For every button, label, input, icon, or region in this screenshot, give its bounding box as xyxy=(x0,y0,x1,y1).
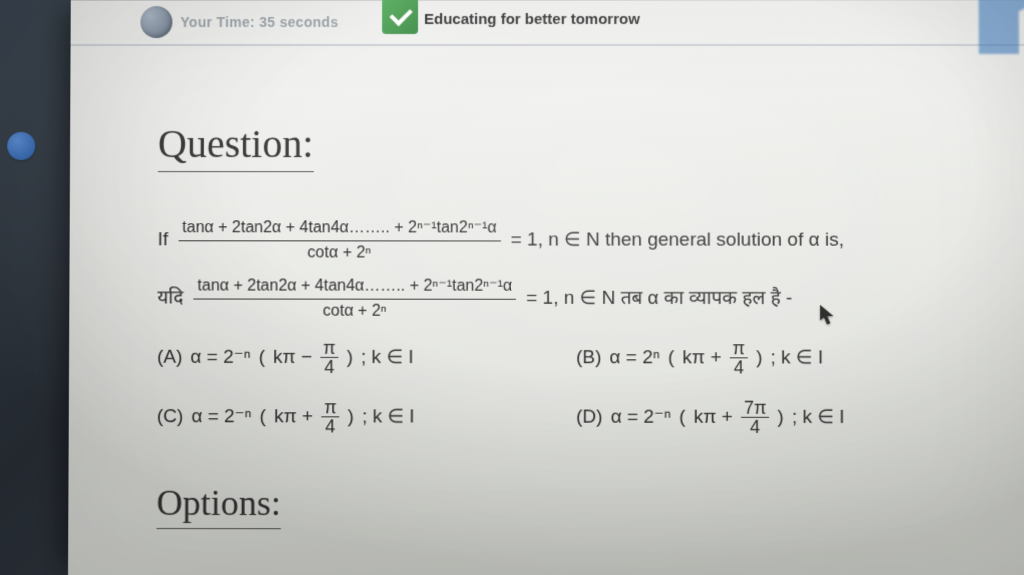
stem-tail-en: = 1, n ∈ N then general solution of α is… xyxy=(511,228,844,254)
choice-b-pre: α = 2ⁿ xyxy=(610,347,660,369)
choice-a-pre: α = 2⁻ⁿ xyxy=(190,346,250,369)
stem-line-hi: यदि tanα + 2tan2α + 4tan4α…….. + 2ⁿ⁻¹tan… xyxy=(157,275,935,324)
frac-den: cotα + 2ⁿ xyxy=(303,241,375,265)
choice-b[interactable]: (B) α = 2ⁿ ( kπ + π 4 ) ; k ∈ I xyxy=(576,339,936,377)
choice-c-post: ; k ∈ I xyxy=(362,406,415,429)
choice-c-inner: kπ + xyxy=(274,406,313,428)
stem-line-en: If tanα + 2tan2α + 4tan4α…….. + 2ⁿ⁻¹tan2… xyxy=(157,216,935,265)
question-stem: If tanα + 2tan2α + 4tan4α…….. + 2ⁿ⁻¹tan2… xyxy=(157,216,935,323)
frac-num: tanα + 2tan2α + 4tan4α…….. + 2ⁿ⁻¹tan2ⁿ⁻¹… xyxy=(178,216,500,240)
choice-d-label: (D) xyxy=(576,406,603,428)
stem-tail-hi: = 1, n ∈ N तब α का व्यापक हल है - xyxy=(526,286,792,312)
info-icon xyxy=(7,132,35,160)
brand-logo: Educating for better tomorrow xyxy=(382,0,640,34)
question-heading: Question: xyxy=(158,120,314,172)
choice-grid: (A) α = 2⁻ⁿ ( kπ − π 4 ) ; k ∈ I (B) α =… xyxy=(157,339,936,437)
lparen: ( xyxy=(259,347,265,369)
choice-c-pre: α = 2⁻ⁿ xyxy=(191,405,251,428)
corner-ornament-icon xyxy=(938,0,1024,54)
choice-d-pre: α = 2⁻ⁿ xyxy=(611,406,671,429)
word-if: If xyxy=(158,228,169,254)
timer-value: 35 seconds xyxy=(259,14,338,30)
checkmark-icon xyxy=(382,0,418,34)
frac-num-hi: tanα + 2tan2α + 4tan4α…….. + 2ⁿ⁻¹tan2ⁿ⁻¹… xyxy=(193,275,516,299)
choice-d[interactable]: (D) α = 2⁻ⁿ ( kπ + 7π 4 ) ; k ∈ I xyxy=(576,399,936,437)
timer-icon xyxy=(140,6,172,38)
choice-a[interactable]: (A) α = 2⁻ⁿ ( kπ − π 4 ) ; k ∈ I xyxy=(157,339,516,377)
frac-den-hi: cotα + 2ⁿ xyxy=(319,299,391,323)
timer-text: Your Time: 35 seconds xyxy=(180,14,338,30)
choice-b-label: (B) xyxy=(576,347,601,369)
choice-c-label: (C) xyxy=(157,406,184,428)
choice-d-inner: kπ + xyxy=(694,407,733,429)
choice-c[interactable]: (C) α = 2⁻ⁿ ( kπ + π 4 ) ; k ∈ I xyxy=(157,398,516,436)
fraction-en: tanα + 2tan2α + 4tan4α…….. + 2ⁿ⁻¹tan2ⁿ⁻¹… xyxy=(178,216,501,265)
header-bar: Your Time: 35 seconds Educating for bett… xyxy=(71,0,1024,46)
choice-b-post: ; k ∈ I xyxy=(770,347,823,370)
fraction-hi: tanα + 2tan2α + 4tan4α…….. + 2ⁿ⁻¹tan2ⁿ⁻¹… xyxy=(193,275,516,324)
choice-d-post: ; k ∈ I xyxy=(792,406,845,429)
choice-d-frac: 7π 4 xyxy=(741,399,770,436)
choice-a-post: ; k ∈ I xyxy=(361,346,414,369)
choice-b-frac: π 4 xyxy=(730,340,749,377)
word-yadi: यदि xyxy=(157,286,183,312)
page-surface: Your Time: 35 seconds Educating for bett… xyxy=(68,0,1024,575)
choice-a-frac: π 4 xyxy=(320,339,339,376)
choice-a-inner: kπ − xyxy=(273,347,312,369)
timer-label: Your Time: xyxy=(180,14,255,30)
brand-tagline: Educating for better tomorrow xyxy=(424,10,640,27)
choice-c-frac: π 4 xyxy=(321,399,340,436)
choice-a-label: (A) xyxy=(157,347,182,369)
rparen: ) xyxy=(347,347,353,369)
options-heading: Options: xyxy=(156,482,281,530)
choice-b-inner: kπ + xyxy=(682,347,721,369)
